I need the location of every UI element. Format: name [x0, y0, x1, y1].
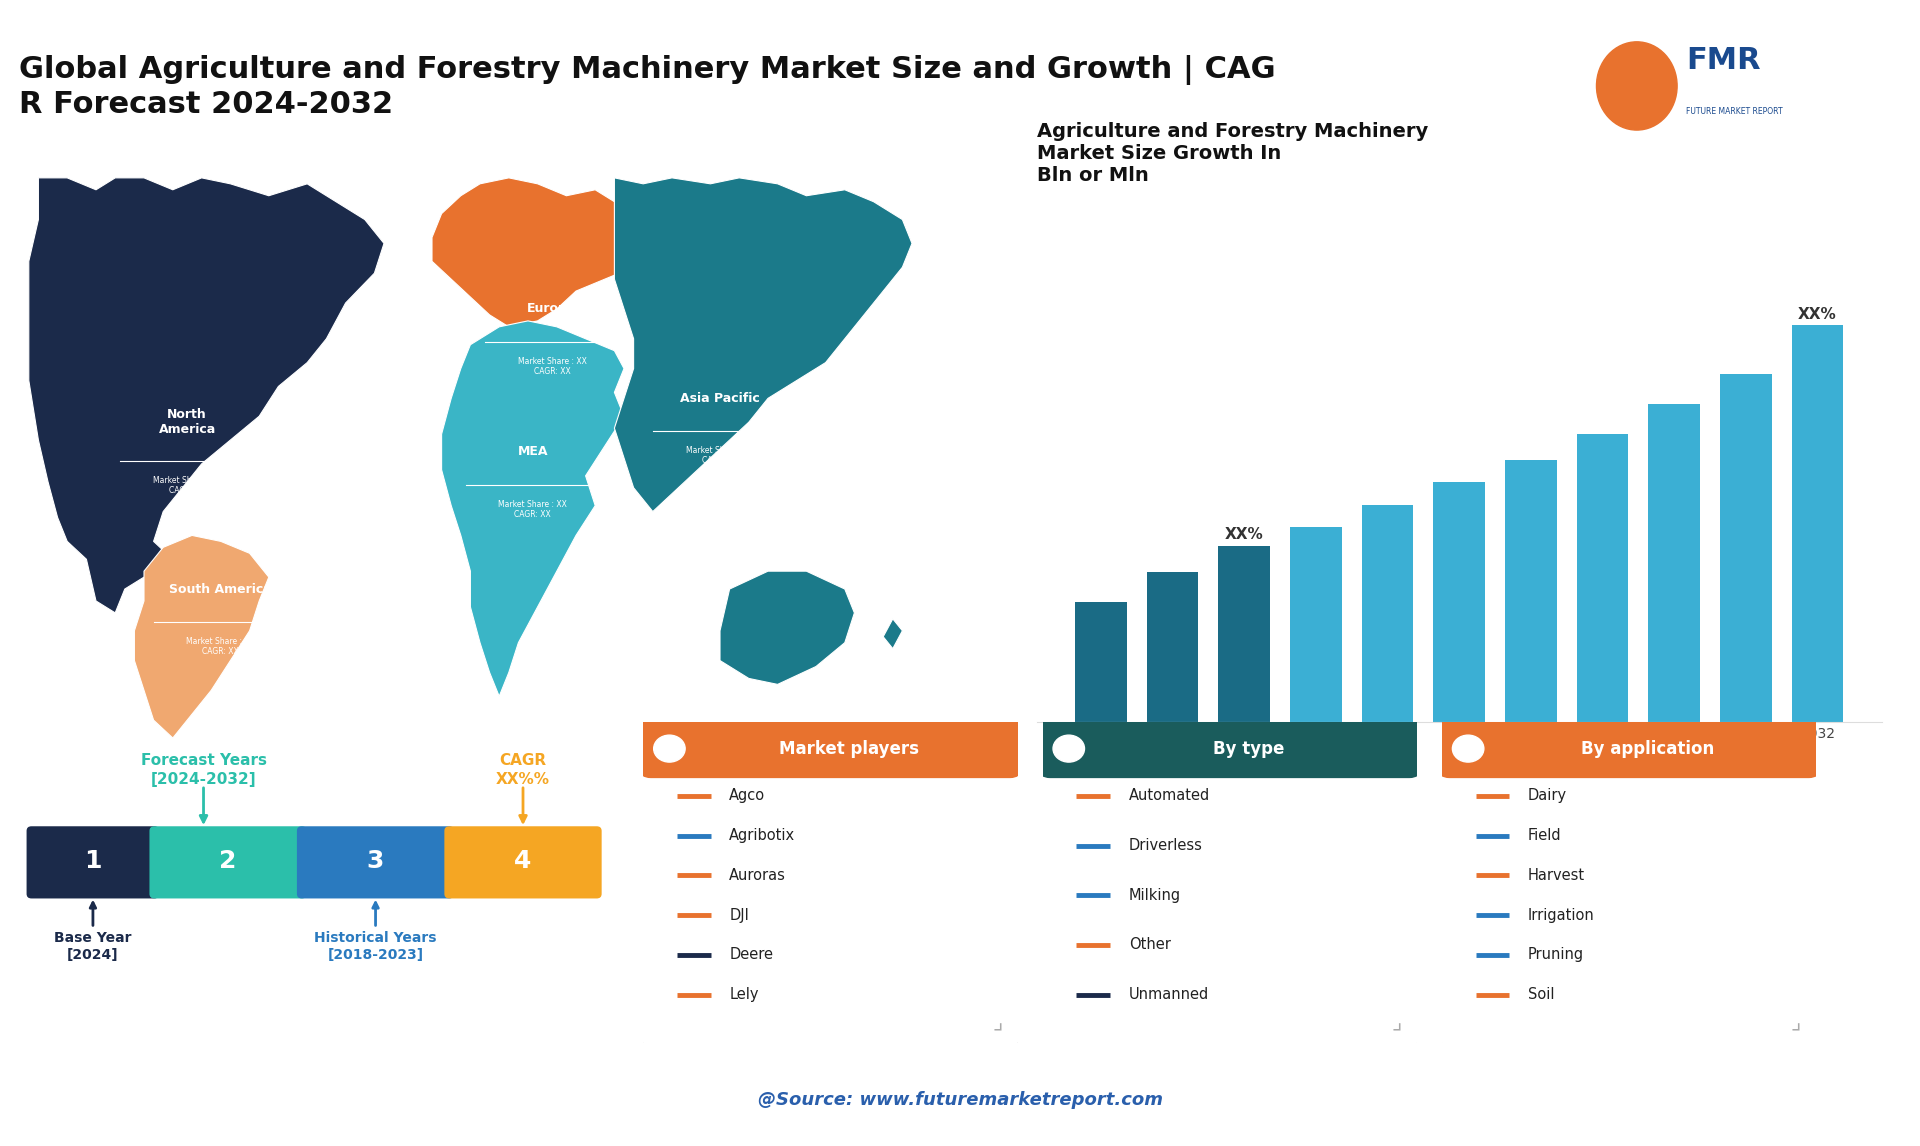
- Text: Asia Pacific: Asia Pacific: [680, 392, 760, 405]
- Text: FUTURE MARKET REPORT: FUTURE MARKET REPORT: [1686, 107, 1782, 116]
- Text: South America: South America: [169, 582, 273, 596]
- Text: By application: By application: [1582, 739, 1715, 758]
- Text: Driverless: Driverless: [1129, 838, 1202, 853]
- Polygon shape: [29, 178, 384, 613]
- Bar: [1146, 572, 1198, 722]
- Text: Field: Field: [1528, 829, 1561, 843]
- Text: MEA: MEA: [518, 446, 547, 458]
- Polygon shape: [134, 535, 269, 738]
- Text: XX%: XX%: [1225, 527, 1263, 542]
- FancyBboxPatch shape: [1438, 763, 1820, 1046]
- Polygon shape: [442, 321, 624, 697]
- Circle shape: [1596, 42, 1678, 131]
- FancyBboxPatch shape: [150, 826, 307, 898]
- Text: Agco: Agco: [730, 788, 766, 803]
- Text: Agribotix: Agribotix: [730, 829, 795, 843]
- Text: Auroras: Auroras: [730, 868, 785, 882]
- Text: ⌟: ⌟: [1392, 1013, 1402, 1034]
- Circle shape: [1452, 735, 1484, 762]
- Bar: [1576, 434, 1628, 722]
- Bar: [1290, 527, 1342, 722]
- FancyBboxPatch shape: [444, 826, 601, 898]
- Text: North
America: North America: [159, 408, 215, 437]
- Bar: [1361, 505, 1413, 722]
- Text: Historical Years
[2018-2023]: Historical Years [2018-2023]: [315, 931, 438, 963]
- Text: Milking: Milking: [1129, 888, 1181, 903]
- FancyBboxPatch shape: [1039, 763, 1421, 1046]
- Text: FMR: FMR: [1686, 46, 1761, 76]
- Text: By type: By type: [1213, 739, 1284, 758]
- Bar: [1720, 374, 1772, 722]
- Polygon shape: [614, 178, 912, 511]
- Text: Harvest: Harvest: [1528, 868, 1586, 882]
- Polygon shape: [883, 619, 902, 649]
- Text: Market Share : XX
CAGR: XX: Market Share : XX CAGR: XX: [518, 356, 586, 376]
- FancyBboxPatch shape: [639, 719, 1021, 778]
- FancyBboxPatch shape: [639, 763, 1021, 1046]
- Text: ⌟: ⌟: [993, 1013, 1002, 1034]
- Text: Deere: Deere: [730, 948, 774, 963]
- Text: 3: 3: [367, 849, 384, 873]
- Text: @Source: www.futuremarketreport.com: @Source: www.futuremarketreport.com: [758, 1091, 1162, 1109]
- Text: 1: 1: [84, 849, 102, 873]
- Text: Market Share : XX
CAGR: XX: Market Share : XX CAGR: XX: [154, 476, 221, 495]
- Text: Soil: Soil: [1528, 987, 1555, 1003]
- Bar: [1075, 603, 1127, 722]
- Circle shape: [653, 735, 685, 762]
- FancyBboxPatch shape: [27, 826, 159, 898]
- Bar: [1505, 460, 1557, 722]
- Text: Unmanned: Unmanned: [1129, 987, 1210, 1003]
- Circle shape: [1052, 735, 1085, 762]
- Bar: [1649, 403, 1699, 722]
- Text: Forecast Years
[2024-2032]: Forecast Years [2024-2032]: [140, 754, 267, 787]
- Text: 2: 2: [219, 849, 236, 873]
- Text: Lely: Lely: [730, 987, 758, 1003]
- Text: Other: Other: [1129, 937, 1171, 952]
- Polygon shape: [432, 178, 662, 327]
- Text: 4: 4: [515, 849, 532, 873]
- Text: Global Agriculture and Forestry Machinery Market Size and Growth | CAG
R Forecas: Global Agriculture and Forestry Machiner…: [19, 55, 1275, 119]
- FancyBboxPatch shape: [1438, 719, 1820, 778]
- Text: Pruning: Pruning: [1528, 948, 1584, 963]
- Text: Automated: Automated: [1129, 788, 1210, 803]
- Text: Europe: Europe: [528, 303, 576, 315]
- Text: XX%: XX%: [1797, 306, 1837, 322]
- Text: Base Year
[2024]: Base Year [2024]: [54, 931, 132, 963]
- Text: DJI: DJI: [730, 908, 749, 923]
- Text: Agriculture and Forestry Machinery
Market Size Growth In
Bln or Mln: Agriculture and Forestry Machinery Marke…: [1037, 123, 1428, 186]
- Text: ⌟: ⌟: [1791, 1013, 1801, 1034]
- Polygon shape: [720, 571, 854, 684]
- Text: Dairy: Dairy: [1528, 788, 1567, 803]
- Bar: [1219, 547, 1269, 722]
- Text: CAGR
XX%%: CAGR XX%%: [495, 754, 549, 787]
- FancyBboxPatch shape: [298, 826, 455, 898]
- Text: Irrigation: Irrigation: [1528, 908, 1596, 923]
- Bar: [1791, 325, 1843, 722]
- Text: Market Share : XX
CAGR: XX: Market Share : XX CAGR: XX: [685, 446, 755, 465]
- Text: Market Share : XX
CAGR: XX: Market Share : XX CAGR: XX: [186, 637, 255, 657]
- Text: Market players: Market players: [780, 739, 920, 758]
- Bar: [1434, 482, 1484, 722]
- Text: Market Share : XX
CAGR: XX: Market Share : XX CAGR: XX: [499, 500, 566, 519]
- FancyBboxPatch shape: [1039, 719, 1421, 778]
